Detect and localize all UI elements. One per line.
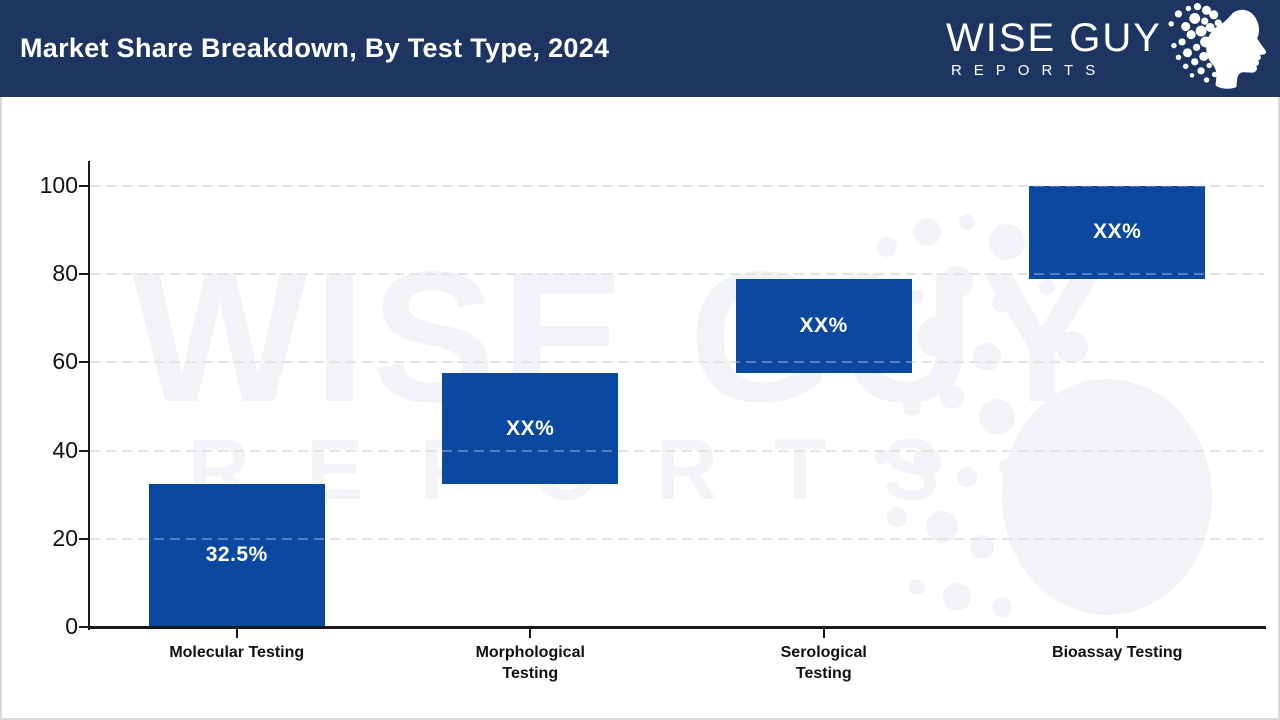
bar-segment: XX% [1029, 186, 1206, 279]
gridline-overlay [90, 273, 1264, 276]
y-axis-line [88, 161, 90, 630]
watermark-dots-icon [857, 207, 1217, 652]
wiseguy-logo: WISE GUY REPORTS [946, 3, 1268, 94]
gridline-overlay [90, 449, 1264, 452]
bar-value-label: 32.5% [205, 543, 268, 567]
gridline-overlay [90, 537, 1264, 540]
x-category-label: Morphological Testing [475, 644, 585, 682]
y-tick-label: 20 [52, 524, 78, 551]
y-tick-mark [79, 273, 88, 276]
x-axis-line [88, 626, 1266, 629]
y-tick-label: 80 [52, 260, 78, 287]
gridline [90, 449, 1264, 452]
chart-area: WISE GUY REPORTS 02040608010032.5%Molecu… [0, 97, 1280, 720]
wiseguy-logo-text: WISE GUY REPORTS [946, 18, 1162, 79]
x-tick-mark [235, 629, 238, 638]
y-tick-mark [79, 449, 88, 452]
page-title: Market Share Breakdown, By Test Type, 20… [20, 33, 610, 63]
y-tick-label: 60 [52, 348, 78, 375]
x-tick-mark [529, 629, 532, 638]
x-category-label: Bioassay Testing [1052, 644, 1183, 661]
bar-segment: 32.5% [148, 483, 325, 627]
y-tick-label: 0 [65, 613, 78, 639]
wiseguy-face-icon [1164, 3, 1268, 94]
gridline [90, 185, 1264, 187]
header-bar: Market Share Breakdown, By Test Type, 20… [0, 0, 1280, 97]
logo-wordmark: WISE GUY [945, 16, 1162, 60]
bar-segment: XX% [735, 278, 912, 374]
y-tick-label: 100 [39, 172, 78, 198]
y-tick-mark [79, 537, 88, 540]
bar-value-label: XX% [799, 314, 848, 338]
bar-value-label: XX% [1093, 220, 1142, 244]
y-tick-mark [79, 626, 88, 628]
y-tick-label: 40 [52, 436, 78, 463]
x-category-label: Serological Testing [780, 644, 867, 682]
gridline [90, 361, 1264, 364]
logo-subtitle: REPORTS [950, 62, 1108, 79]
bar-value-label: XX% [506, 416, 555, 440]
gridline-overlay [90, 361, 1264, 364]
bar-segment: XX% [442, 373, 619, 484]
y-tick-mark [79, 361, 88, 364]
x-tick-mark [1116, 629, 1119, 638]
gridline-overlay [90, 185, 1264, 187]
x-tick-mark [822, 629, 825, 638]
gridline [90, 537, 1264, 540]
x-category-label: Molecular Testing [169, 644, 305, 661]
gridline [90, 273, 1264, 276]
y-tick-mark [79, 185, 88, 187]
